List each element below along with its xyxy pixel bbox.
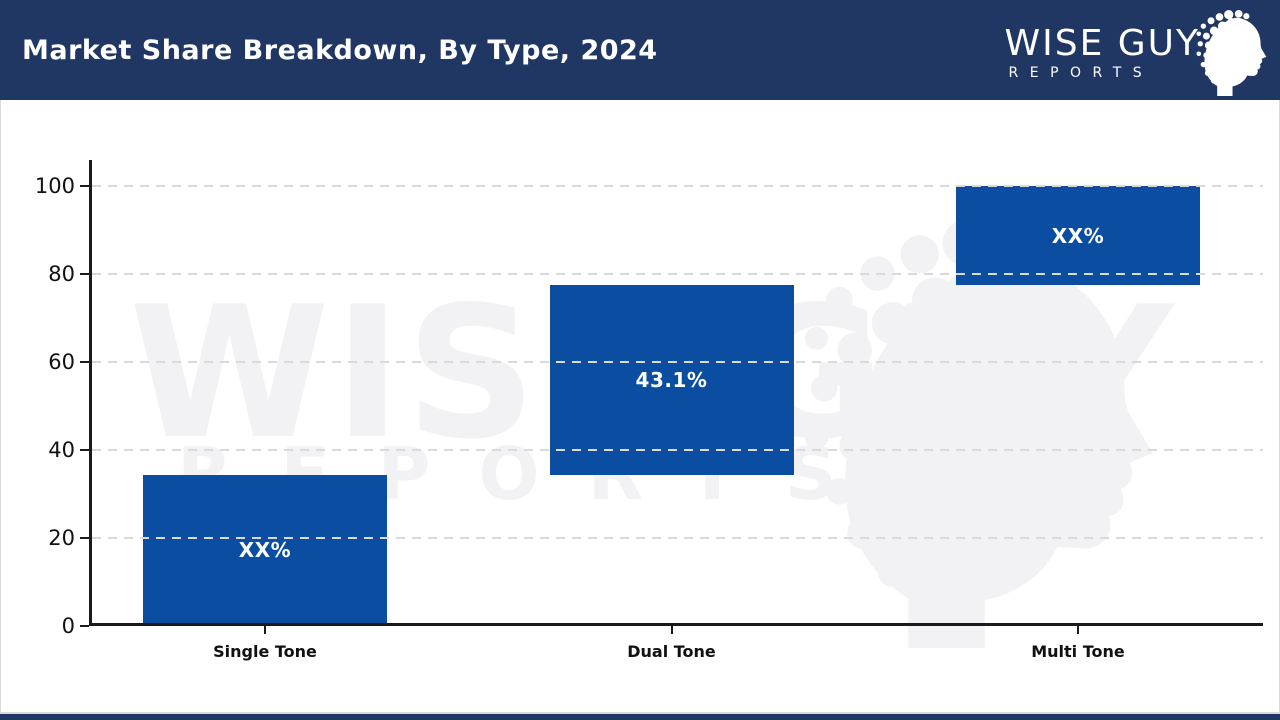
y-tick-label: 60 xyxy=(48,350,75,375)
x-tick-label: Single Tone xyxy=(213,642,317,661)
bar-value-label: 43.1% xyxy=(635,368,708,393)
y-tick-label: 100 xyxy=(34,174,75,199)
plot-area: XX% 43.1% XX% 0 20 40 60 80 100 Single Tone Dual T… xyxy=(35,160,1263,661)
bar-dual-tone xyxy=(549,285,794,475)
y-tick-mark xyxy=(80,537,89,540)
y-tick-label: 20 xyxy=(48,526,75,551)
gridline-100 xyxy=(92,185,1263,188)
header-bar: Market Share Breakdown, By Type, 2024 WI… xyxy=(0,0,1280,100)
bar-single-tone xyxy=(143,474,387,626)
x-tick-mark xyxy=(1077,626,1079,634)
gridline-40 xyxy=(92,449,1263,452)
gridline-20 xyxy=(92,537,1263,540)
x-tick-mark xyxy=(670,626,673,634)
y-tick-mark xyxy=(80,273,89,276)
gridline-80 xyxy=(92,273,1263,276)
logo-wordmark: WISE GUY xyxy=(1004,23,1200,64)
logo-head-dots-icon xyxy=(1196,10,1267,96)
gridline-60 xyxy=(92,361,1263,364)
chart-canvas: WISE GUY REPORTS XX%43.1%XX%020406080100… xyxy=(0,100,1280,712)
footer-bar xyxy=(0,712,1280,720)
bar-value-label: XX% xyxy=(1051,223,1105,248)
x-tick-label: Dual Tone xyxy=(627,642,716,661)
y-tick-label: 40 xyxy=(48,438,75,463)
bar-multi-tone xyxy=(956,186,1200,286)
wise-guy-reports-logo: WISE GUY REPORTS xyxy=(1005,8,1271,96)
y-tick-mark xyxy=(80,449,89,452)
y-tick-mark xyxy=(80,361,89,364)
chart-title: Market Share Breakdown, By Type, 2024 xyxy=(22,35,658,66)
x-axis-spine xyxy=(89,623,1263,626)
logo-text: WISE GUY REPORTS xyxy=(1005,24,1201,81)
x-tick-label: Multi Tone xyxy=(1031,642,1125,661)
bar-value-label: XX% xyxy=(238,538,292,563)
y-tick-mark xyxy=(80,185,89,188)
y-tick-label: 0 xyxy=(61,614,75,638)
x-tick-mark xyxy=(264,626,266,634)
y-axis-spine xyxy=(89,160,92,626)
y-tick-label: 80 xyxy=(48,262,75,287)
logo-subtext: REPORTS xyxy=(1008,64,1154,81)
y-tick-mark xyxy=(80,625,89,627)
